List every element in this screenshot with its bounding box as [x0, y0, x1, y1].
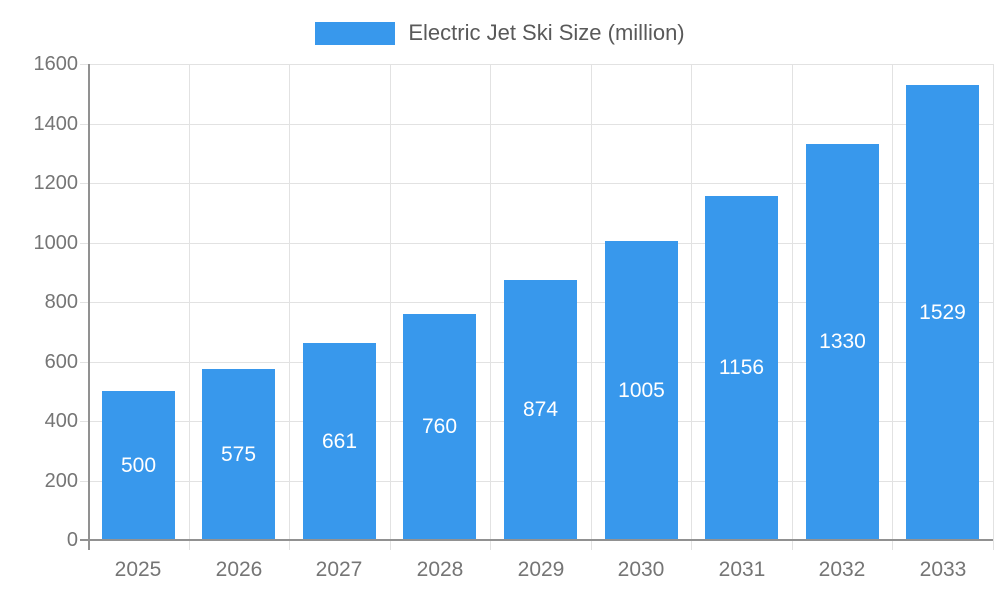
gridline-y-1600 — [80, 64, 993, 65]
gridline-x-4 — [490, 64, 491, 550]
x-tick-label-2029: 2029 — [517, 558, 565, 581]
legend-swatch-icon — [315, 21, 396, 45]
bar-value-label: 1529 — [919, 300, 966, 324]
y-tick-label-1600: 1600 — [33, 53, 79, 75]
x-tick-label-2027: 2027 — [315, 558, 363, 581]
gridline-x-1 — [189, 64, 190, 550]
bar-value-label: 1330 — [819, 330, 866, 353]
x-tick-label-2025: 2025 — [114, 558, 162, 581]
gridline-x-2 — [289, 64, 290, 550]
bar-value-label: 575 — [220, 442, 257, 466]
gridline-y-1400 — [80, 123, 993, 125]
x-axis-line — [80, 539, 993, 541]
y-tick-label-0: 0 — [66, 529, 78, 551]
y-tick-label-600: 600 — [44, 351, 78, 373]
y-tick-label-1200: 1200 — [33, 172, 79, 194]
bar-value-label: 1005 — [618, 378, 665, 402]
gridline-x-5 — [591, 64, 592, 550]
bar-value-label: 1156 — [718, 356, 765, 379]
bar-2025[interactable]: 500 — [102, 391, 175, 540]
y-tick-label-200: 200 — [44, 470, 78, 492]
gridline-y-1200 — [80, 183, 993, 184]
bar-2028[interactable]: 760 — [403, 314, 476, 540]
y-axis-line — [88, 64, 90, 550]
bar-2031[interactable]: 1156 — [705, 196, 778, 540]
y-tick-label-800: 800 — [44, 291, 78, 313]
bar-value-label: 760 — [421, 415, 458, 438]
x-tick-label-2030: 2030 — [617, 558, 665, 581]
x-tick-label-2031: 2031 — [718, 558, 766, 581]
x-tick-label-2028: 2028 — [416, 558, 464, 581]
plot-area: 500 575 661 760 874 1005 1156 1330 1529 — [80, 64, 994, 550]
x-tick-label-2026: 2026 — [215, 558, 263, 581]
x-tick-label-2033: 2033 — [919, 558, 967, 581]
y-tick-label-1000: 1000 — [33, 232, 79, 254]
gridline-x-9 — [993, 64, 994, 550]
bar-2027[interactable]: 661 — [303, 343, 376, 540]
legend-label: Electric Jet Ski Size (million) — [408, 20, 685, 45]
bar-value-label: 661 — [321, 429, 358, 453]
bar-value-label: 500 — [120, 453, 157, 477]
y-tick-label-1400: 1400 — [33, 113, 79, 135]
bar-2030[interactable]: 1005 — [605, 241, 678, 540]
x-tick-label-2032: 2032 — [818, 558, 866, 581]
gridline-y-1000 — [80, 242, 993, 244]
bar-2033[interactable]: 1529 — [906, 85, 979, 540]
chart-legend[interactable]: Electric Jet Ski Size (million) — [0, 19, 1000, 47]
bar-value-label: 874 — [522, 398, 559, 421]
bar-2029[interactable]: 874 — [504, 280, 577, 540]
bar-2032[interactable]: 1330 — [806, 144, 879, 540]
gridline-x-3 — [390, 64, 391, 550]
gridline-x-6 — [691, 64, 692, 550]
gridline-x-7 — [792, 64, 793, 550]
bar-2026[interactable]: 575 — [202, 369, 275, 540]
y-tick-label-400: 400 — [44, 410, 78, 432]
gridline-x-8 — [892, 64, 893, 550]
